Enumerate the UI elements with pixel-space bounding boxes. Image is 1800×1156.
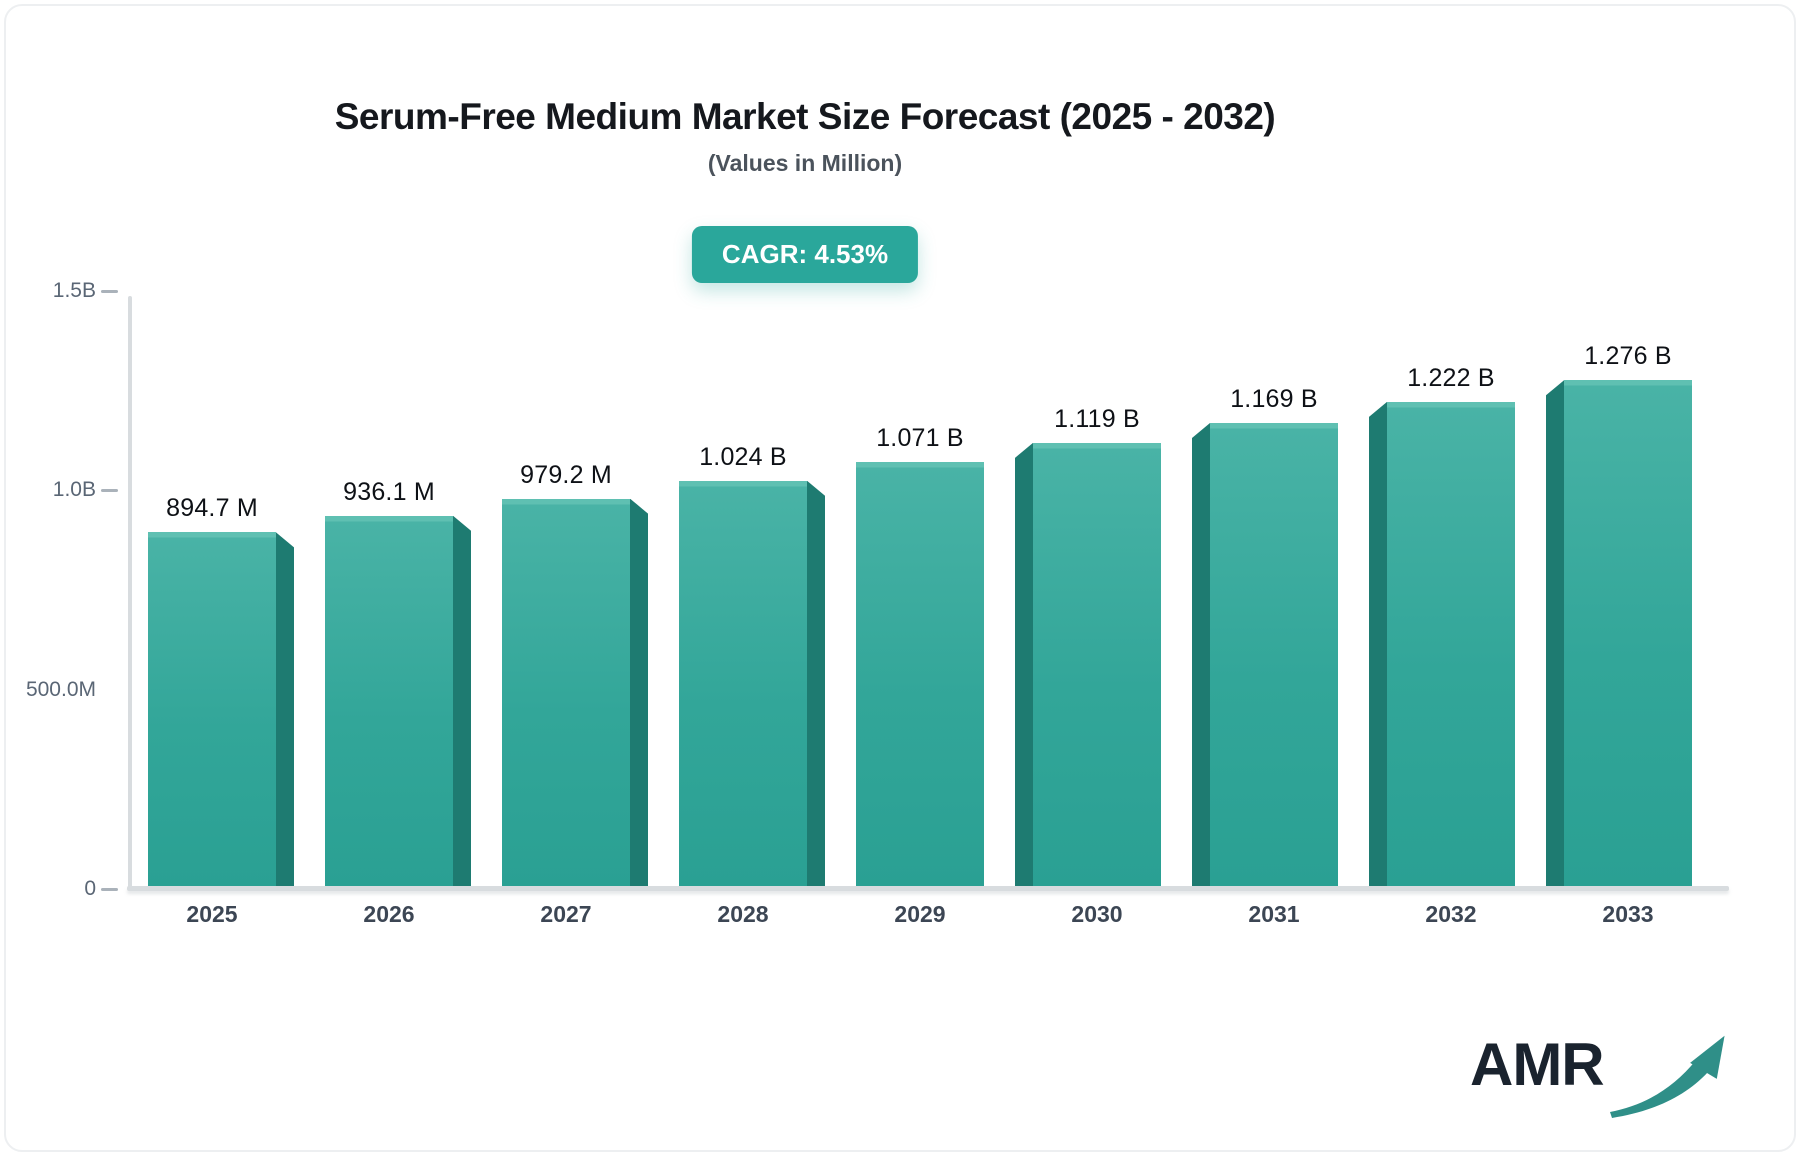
bar-2026[interactable]: [325, 515, 453, 889]
x-tick-label-2030: 2030: [1071, 901, 1123, 927]
chart-subtitle: (Values in Million): [707, 150, 903, 176]
x-axis-line: [127, 886, 1729, 891]
bar-value-label-2029: 1.071 B: [876, 424, 964, 453]
bar-value-label-2026: 936.1 M: [343, 477, 435, 506]
bar-value-label-2031: 1.169 B: [1230, 384, 1318, 413]
bar-side-2028: [807, 480, 825, 889]
bar-side-2033: [1546, 380, 1564, 889]
bar-2029[interactable]: [856, 462, 984, 889]
y-tick-label-1: 1.0B: [52, 478, 96, 502]
bar-side-2026: [453, 515, 471, 889]
amr-logo-text: AMR: [1470, 1031, 1605, 1098]
bar-2033[interactable]: [1564, 380, 1692, 889]
bar-value-label-2028: 1.024 B: [699, 442, 787, 471]
chart-title: Serum-Free Medium Market Size Forecast (…: [334, 96, 1276, 137]
y-axis-line: [128, 296, 132, 891]
bar-side-2032: [1369, 401, 1387, 889]
bar-2032[interactable]: [1387, 401, 1515, 889]
x-tick-label-2031: 2031: [1248, 901, 1300, 927]
bar-2025[interactable]: [148, 532, 276, 889]
bar-2031[interactable]: [1210, 422, 1338, 889]
x-tick-label-2026: 2026: [363, 901, 415, 927]
bar-2028[interactable]: [679, 480, 807, 889]
y-tick-label-0: 1.5B: [52, 279, 96, 302]
bar-side-2025: [276, 532, 294, 889]
bar-value-label-2033: 1.276 B: [1584, 342, 1672, 371]
x-tick-label-2027: 2027: [540, 901, 592, 927]
bar-value-label-2025: 894.7 M: [166, 494, 258, 523]
x-tick-label-2029: 2029: [894, 901, 946, 927]
bar-2027[interactable]: [502, 498, 630, 889]
amr-logo: AMR: [1470, 1022, 1730, 1118]
growth-arrow-icon: [1610, 1035, 1725, 1118]
x-tick-label-2032: 2032: [1425, 901, 1477, 927]
bar-side-2030: [1015, 442, 1033, 889]
cagr-badge: CAGR: 4.53%: [691, 226, 919, 283]
bar-side-2027: [630, 498, 648, 889]
y-tick-dash-0: [101, 289, 118, 293]
y-tick-dash-1: [101, 488, 118, 492]
bar-side-2031: [1192, 422, 1210, 889]
x-tick-label-2028: 2028: [717, 901, 769, 927]
bar-2030[interactable]: [1033, 442, 1161, 889]
y-tick-label-2: 500.0M: [25, 677, 96, 701]
y-tick-dash-3: [101, 887, 118, 891]
y-tick-label-3: 0: [84, 877, 96, 900]
bar-value-label-2027: 979.2 M: [520, 460, 612, 489]
x-tick-label-2033: 2033: [1602, 901, 1654, 927]
x-tick-label-2025: 2025: [186, 901, 238, 927]
bar-value-label-2030: 1.119 B: [1054, 404, 1140, 433]
bar-value-label-2032: 1.222 B: [1407, 363, 1495, 392]
